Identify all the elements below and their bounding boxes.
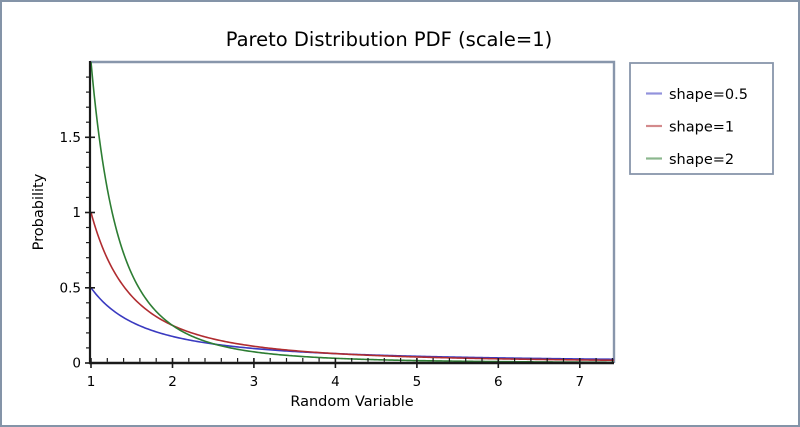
legend: shape=0.5 shape=1 shape=2 [629,62,774,175]
x-axis-label: Random Variable [290,394,413,410]
x-tick-label: 4 [331,374,340,390]
x-tick-label: 3 [250,374,259,390]
plot-frame [90,60,616,363]
legend-box [629,62,774,175]
legend-label-shape=2: shape=2 [669,152,734,168]
chart-title: Pareto Distribution PDF (scale=1) [226,28,553,51]
y-axis-ticks: 0 0.5 1 1.5 [60,76,95,372]
x-tick-label: 7 [576,374,585,390]
curve-shape=2 [90,61,614,364]
legend-label-shape=0.5: shape=0.5 [669,87,748,103]
x-tick-label: 6 [494,374,503,390]
curve-shape=1 [90,212,615,362]
y-tick-label: 1 [72,205,81,221]
x-axis-ticks: 1 2 3 4 5 6 7 [87,358,614,390]
legend-entries: shape=0.5 shape=1 shape=2 [646,87,748,168]
y-axis-label: Probability [31,173,47,250]
y-tick-label: 1.5 [60,130,81,146]
legend-label-shape=1: shape=1 [669,120,734,136]
x-tick-label: 2 [168,374,177,390]
y-tick-label: 0 [72,356,81,372]
x-tick-label: 5 [413,374,422,390]
y-tick-label: 0.5 [60,280,81,296]
x-tick-label: 1 [87,374,96,390]
curves-group [90,61,615,364]
